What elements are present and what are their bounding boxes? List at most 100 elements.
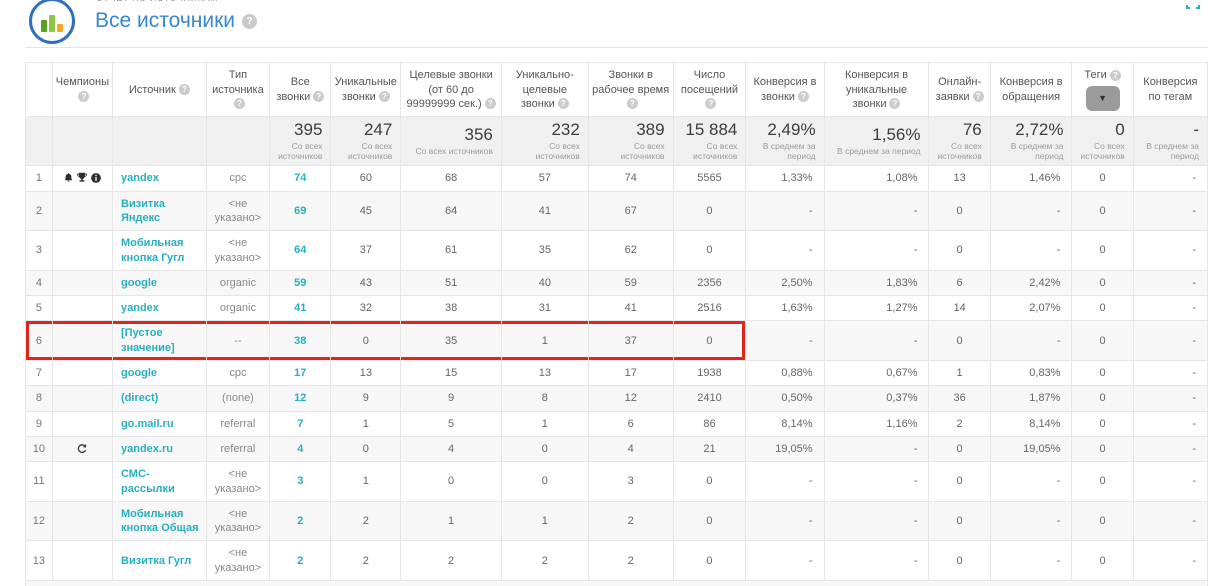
all-calls-link[interactable]: 41: [294, 302, 307, 315]
cell-champions: [51, 295, 114, 322]
table-row: 2 Визитка Яндекс <не указано> 69 45 64 41 67 0- -…: [25, 190, 1208, 232]
info-icon[interactable]: [89, 172, 103, 184]
cell-visits: 2516: [672, 295, 747, 322]
all-calls-link[interactable]: 4: [297, 442, 304, 455]
all-calls-link[interactable]: 74: [294, 172, 307, 185]
cell-conv_requests: -: [989, 540, 1073, 581]
source-link[interactable]: yandex: [121, 302, 159, 315]
cell-champions: [51, 320, 114, 362]
help-icon[interactable]: ?: [1109, 69, 1121, 81]
cell-unique_target_calls: 1: [500, 500, 589, 542]
cell-champions: [51, 385, 114, 412]
col-header-conv_tags: Конверсия по тегам: [1132, 61, 1208, 118]
cell-conv_calls: 0,50%: [745, 385, 825, 412]
cell-conv_tags: -: [1132, 360, 1208, 387]
summary-cell-visits: 15 884 Со всех источников: [672, 116, 747, 167]
cell-unique_calls: 1: [330, 410, 402, 437]
cell-source: Визитка Яндекс: [112, 190, 207, 232]
source-link[interactable]: (direct): [121, 392, 159, 405]
all-calls-link[interactable]: 17: [294, 367, 307, 380]
source-link[interactable]: Мобильная кнопка Гугл: [121, 237, 185, 264]
help-icon[interactable]: ?: [972, 91, 984, 103]
cell-visits: 21: [672, 435, 747, 463]
source-link[interactable]: Визитка Яндекс: [121, 197, 165, 224]
all-calls-link[interactable]: 3: [297, 475, 304, 488]
tags-filter-button[interactable]: ▼: [1085, 86, 1120, 112]
cell-tags: 0: [1071, 410, 1134, 437]
title-help-icon[interactable]: ?: [242, 13, 258, 29]
cell-champions: [51, 230, 114, 271]
help-icon[interactable]: ?: [797, 91, 809, 103]
all-calls-link[interactable]: 2: [297, 554, 304, 567]
source-link[interactable]: google: [121, 367, 158, 380]
col-header-label: Онлайн-заявки: [935, 76, 982, 103]
cell-online_orders: 0: [928, 461, 991, 502]
all-calls-link[interactable]: 2: [297, 514, 304, 527]
cell-all_calls: 7: [269, 410, 332, 437]
cell-visits: 5565: [672, 165, 747, 192]
help-icon[interactable]: ?: [484, 98, 496, 110]
all-calls-link[interactable]: 12: [294, 392, 307, 405]
cell-unique_target_calls: 2: [500, 540, 589, 581]
cell-conv_calls: -: [745, 190, 825, 232]
cell-all_calls: 59: [269, 269, 332, 297]
help-icon[interactable]: ?: [178, 84, 190, 96]
cell-target_calls: 9: [400, 385, 502, 412]
help-icon[interactable]: ?: [626, 98, 638, 110]
cell-conv_requests: 8,14%: [989, 410, 1073, 437]
help-icon[interactable]: ?: [378, 91, 390, 103]
cell-tags: 0: [1071, 295, 1134, 322]
source-link[interactable]: [Пустое значение]: [121, 327, 175, 354]
source-link[interactable]: Визитка Гугл: [121, 554, 192, 567]
cell-all_calls: 38: [269, 320, 332, 362]
help-icon[interactable]: ?: [889, 98, 901, 110]
cell-type: <не указано>: [205, 230, 271, 271]
source-link[interactable]: go.mail.ru: [121, 417, 174, 430]
help-icon[interactable]: ?: [313, 91, 325, 103]
all-calls-link[interactable]: 64: [294, 244, 307, 257]
refresh-icon[interactable]: [75, 443, 89, 455]
help-icon[interactable]: ?: [705, 98, 717, 110]
cell-target_calls: 51: [400, 269, 502, 297]
summary-caption: Со всех источников: [348, 140, 393, 162]
all-calls-link[interactable]: 59: [294, 276, 307, 289]
cell-visits: 0: [672, 461, 747, 502]
all-calls-link[interactable]: 69: [294, 204, 307, 217]
source-link[interactable]: yandex: [121, 172, 159, 185]
cell-source: yandex: [112, 295, 207, 322]
cell-type: organic: [205, 269, 271, 297]
cell-online_orders: 0: [928, 540, 991, 581]
help-icon[interactable]: ?: [233, 98, 245, 110]
help-icon[interactable]: ?: [78, 91, 90, 103]
trophy-icon[interactable]: [75, 172, 89, 184]
cell-champions: [51, 190, 114, 232]
col-header-conv_unique_calls: Конверсия в уникальные звонки?: [823, 61, 930, 118]
summary-value: 232: [551, 120, 580, 140]
source-link[interactable]: google: [121, 276, 158, 289]
cell-work_time_calls: 3: [587, 461, 674, 502]
summary-cell-online_orders: 76 Со всех источников: [928, 116, 991, 167]
all-calls-link[interactable]: 7: [297, 417, 304, 430]
help-icon[interactable]: ?: [557, 98, 569, 110]
col-header-source: Источник?: [112, 61, 207, 118]
cell-conv_unique_calls: 0,37%: [823, 385, 930, 412]
source-link[interactable]: СМС-рассылки: [121, 468, 175, 495]
cell-num: 8: [25, 385, 53, 412]
source-link[interactable]: Мобильная кнопка Общая: [121, 507, 199, 535]
cell-all_calls: 41: [269, 295, 332, 322]
source-link[interactable]: yandex.ru: [121, 442, 173, 455]
cell-num: 6: [25, 320, 53, 362]
all-calls-link[interactable]: 38: [294, 334, 307, 347]
cell-tags: 0: [1071, 269, 1134, 297]
col-header-visits: Число посещений?: [672, 61, 747, 118]
summary-caption: В среднем за период: [837, 146, 921, 157]
cell-work_time_calls: 37: [587, 320, 674, 362]
cell-champions: [51, 461, 114, 502]
table-row: 8 (direct) (none) 12 9 9 8 12 2410 0,50% 0,37% 36 1,…: [25, 385, 1208, 412]
summary-caption: Со всех источников: [1080, 140, 1125, 162]
bell-icon[interactable]: [62, 172, 75, 184]
fullscreen-icon[interactable]: [1186, 0, 1200, 10]
cell-conv_tags: -: [1132, 165, 1208, 192]
cell-unique_calls: 45: [330, 190, 402, 232]
col-header-online_orders: Онлайн-заявки?: [928, 61, 991, 118]
